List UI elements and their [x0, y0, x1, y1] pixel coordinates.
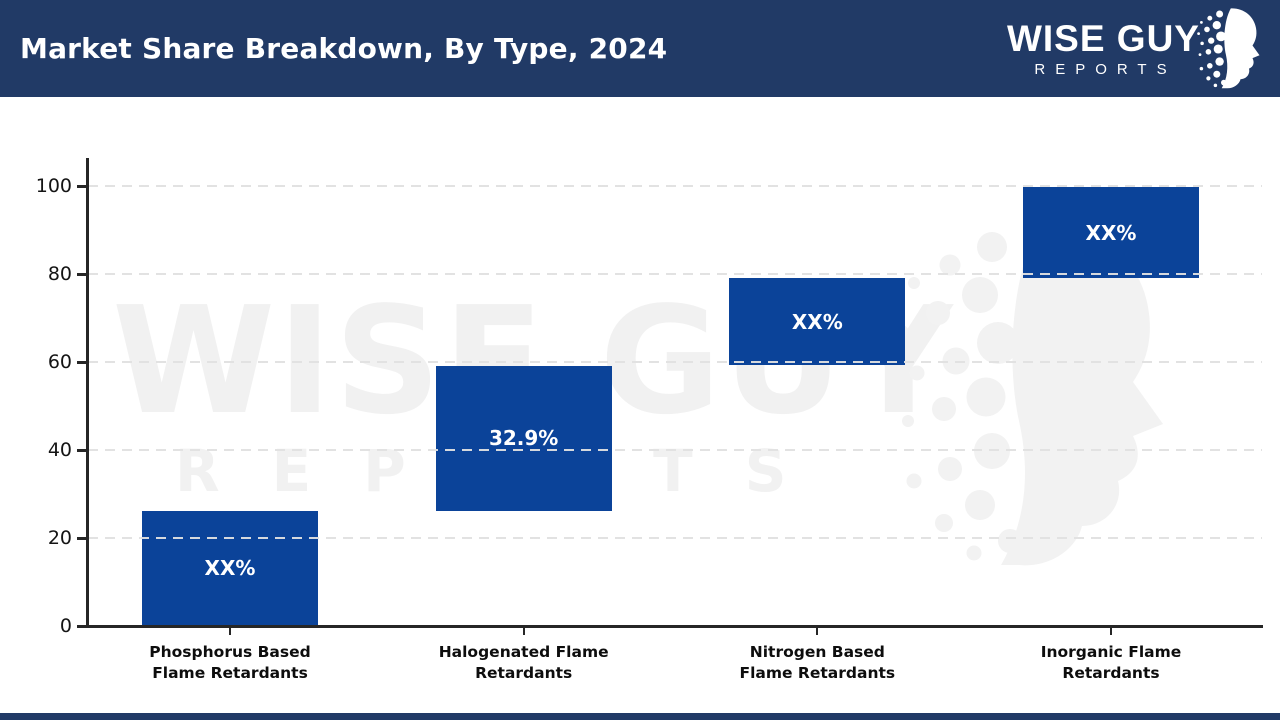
y-tick-label-0: 0: [59, 615, 72, 637]
gridline-60: [88, 361, 1262, 363]
bar-value-label: 32.9%: [488, 426, 559, 451]
y-tick-label-20: 20: [47, 527, 72, 549]
wiseguy-face-logo-icon: [1197, 8, 1260, 89]
category-label-line: Flame Retardants: [152, 664, 308, 682]
gridline-80: [88, 273, 1262, 275]
gridline-20: [88, 537, 1262, 539]
bar-segment: XX%: [729, 278, 906, 365]
y-tick-label-80: 80: [47, 263, 72, 285]
bar-value-label: XX%: [204, 556, 256, 581]
bar-value-label: XX%: [1085, 220, 1137, 245]
y-axis-line: [86, 158, 89, 628]
y-tick-mark-40: [77, 449, 86, 452]
logo-subtitle: REPORTS: [1034, 61, 1177, 78]
wiseguy-logo-text: WISE GUY REPORTS: [1006, 18, 1200, 79]
category-label-line: Nitrogen Based: [749, 643, 885, 661]
category-label-line: Phosphorus Based: [149, 643, 311, 661]
x-tick-mark-3: [1110, 628, 1112, 635]
x-tick-mark-2: [816, 628, 819, 635]
y-tick-mark-20: [77, 537, 86, 540]
category-label: Nitrogen Based Flame Retardants: [687, 642, 947, 684]
logo-wordmark: WISE GUY: [1006, 18, 1200, 59]
gridline-40: [88, 449, 1262, 451]
y-tick-label-60: 60: [47, 351, 72, 373]
header-bar: Market Share Breakdown, By Type, 2024 WI…: [0, 0, 1280, 97]
y-tick-mark-100: [77, 185, 86, 188]
bar-value-label: XX%: [791, 309, 843, 334]
y-tick-label-100: 100: [35, 175, 72, 197]
bar-segment: XX%: [1023, 186, 1199, 279]
bar-segment: 32.9%: [435, 365, 612, 511]
page-title: Market Share Breakdown, By Type, 2024: [20, 32, 668, 65]
y-tick-mark-60: [77, 361, 86, 364]
category-label-line: Inorganic Flame: [1040, 643, 1182, 661]
category-label-line: Halogenated Flame: [438, 643, 609, 661]
wiseguy-face-watermark-icon: [896, 222, 1163, 566]
category-label-line: Flame Retardants: [739, 664, 896, 682]
x-tick-mark-0: [229, 628, 231, 635]
x-axis-line: [86, 625, 1263, 628]
y-tick-mark-80: [77, 273, 86, 276]
category-label: Halogenated Flame Retardants: [394, 642, 654, 684]
category-label-line: Retardants: [475, 664, 573, 682]
category-label-line: Retardants: [1062, 664, 1160, 682]
y-tick-label-40: 40: [47, 439, 72, 461]
gridline-100: [88, 185, 1262, 187]
category-label: Phosphorus Based Flame Retardants: [100, 642, 360, 684]
wiseguy-logo: WISE GUY REPORTS: [1007, 6, 1270, 92]
category-label: Inorganic Flame Retardants: [981, 642, 1241, 684]
x-tick-mark-1: [522, 628, 525, 635]
y-tick-mark-0: [77, 625, 86, 628]
bar-segment: XX%: [142, 510, 318, 626]
chart-area: WISE GUY REPORTS 020406080100XX%Phosphor…: [0, 97, 1280, 713]
footer-bar: [0, 713, 1280, 720]
